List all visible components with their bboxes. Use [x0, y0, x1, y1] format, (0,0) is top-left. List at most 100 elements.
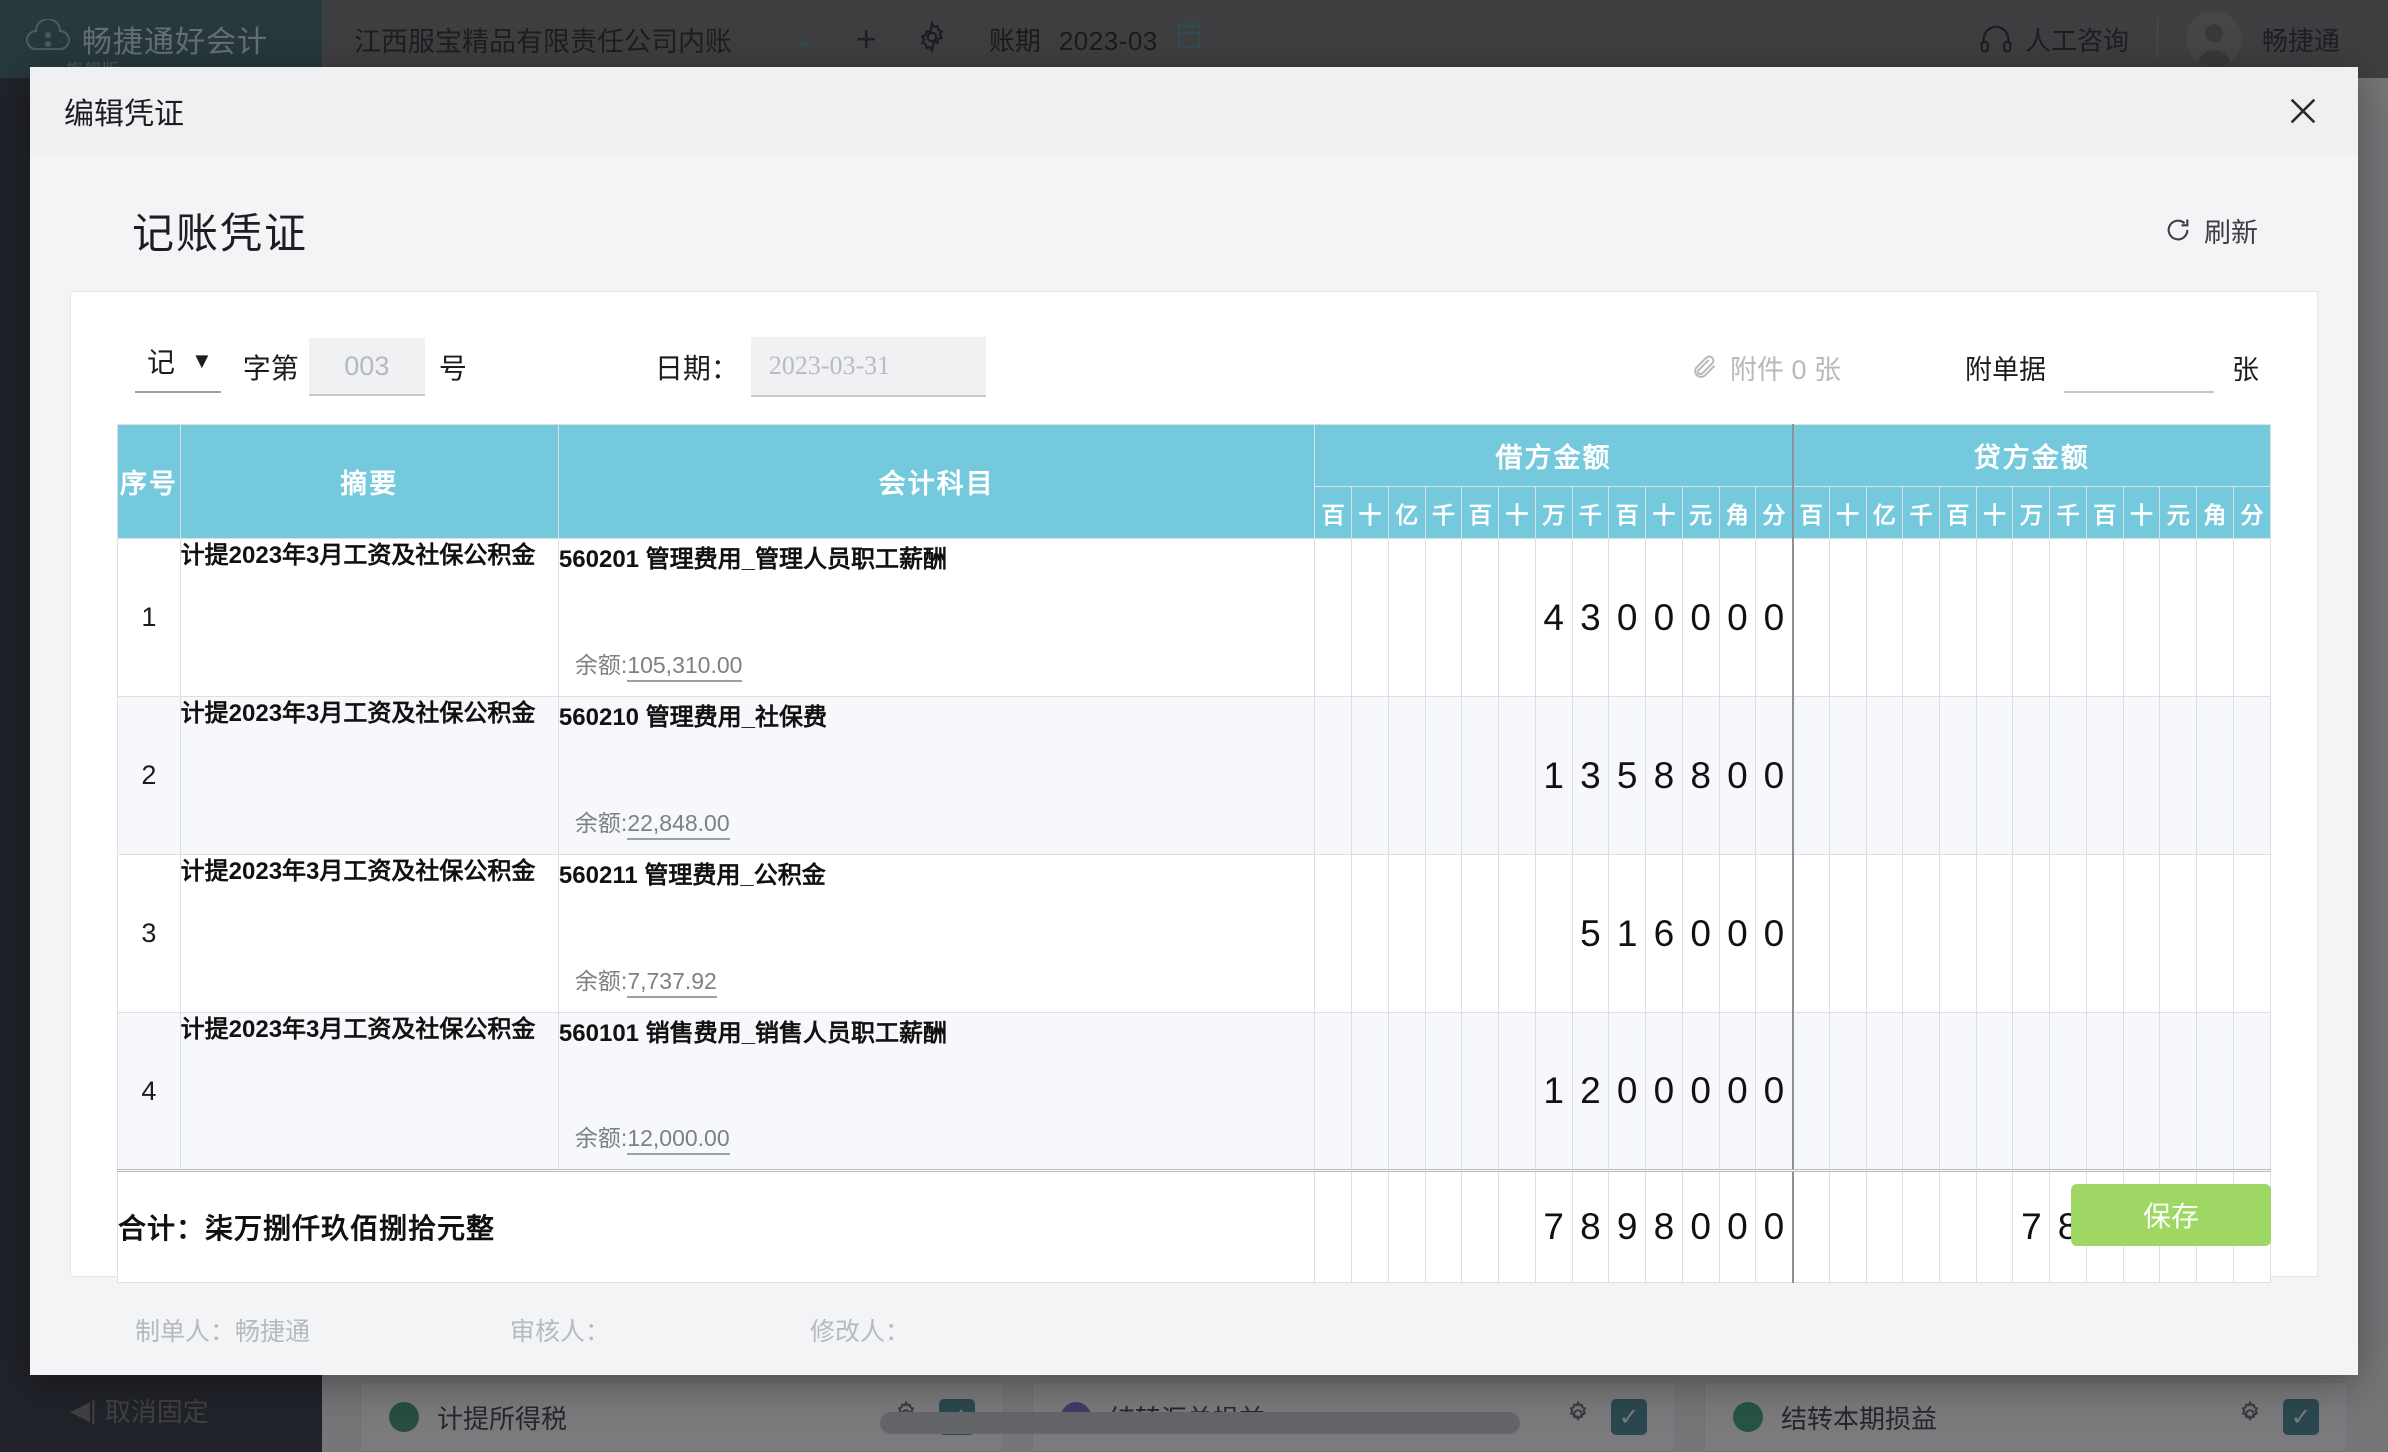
amount-digit-cell[interactable] — [1975, 1012, 2014, 1171]
amount-digit-cell[interactable]: 0 — [1718, 1169, 1757, 1283]
amount-digit-cell[interactable] — [2122, 538, 2161, 697]
amount-digit-cell[interactable]: 0 — [1755, 1012, 1794, 1171]
refresh-button[interactable]: 刷新 — [2164, 211, 2298, 250]
amount-digit-cell[interactable] — [2085, 1012, 2124, 1171]
table-row[interactable]: 3 计提2023年3月工资及社保公积金 560211 管理费用_公积金 余额:7,73… — [117, 854, 2272, 1013]
amount-digit-cell[interactable]: 7 — [2012, 1169, 2051, 1283]
amount-digit-cell[interactable]: 0 — [1718, 538, 1757, 697]
amount-digit-cell[interactable]: 0 — [1681, 854, 1720, 1013]
row-abstract[interactable]: 计提2023年3月工资及社保公积金 — [179, 1012, 559, 1171]
amount-digit-cell[interactable] — [1975, 538, 2014, 697]
row-abstract[interactable]: 计提2023年3月工资及社保公积金 — [179, 854, 559, 1013]
amount-digit-cell[interactable] — [2232, 1012, 2272, 1171]
table-row[interactable]: 4 计提2023年3月工资及社保公积金 560101 销售费用_销售人员职工薪酬 余额… — [117, 1012, 2272, 1171]
amount-digit-cell[interactable] — [1498, 1012, 1536, 1171]
amount-digit-cell[interactable] — [1939, 1169, 1977, 1283]
amount-digit-cell[interactable]: 1 — [1608, 854, 1647, 1013]
amount-digit-cell[interactable] — [2049, 696, 2087, 855]
voucher-kind-select[interactable]: 记 ▼ — [135, 341, 221, 393]
amount-digit-cell[interactable] — [1498, 854, 1536, 1013]
amount-digit-cell[interactable] — [2196, 696, 2234, 855]
amount-digit-cell[interactable] — [2159, 696, 2198, 855]
amount-digit-cell[interactable] — [2122, 854, 2161, 1013]
amount-digit-cell[interactable]: 7 — [1534, 1169, 1573, 1283]
amount-digit-cell[interactable] — [1865, 1012, 1904, 1171]
receipt-input[interactable] — [2064, 341, 2214, 393]
amount-digit-cell[interactable] — [1498, 696, 1536, 855]
amount-digit-cell[interactable] — [1534, 854, 1573, 1013]
amount-digit-cell[interactable] — [1461, 696, 1500, 855]
row-subject[interactable]: 560201 管理费用_管理人员职工薪酬 余额:105,310.00 — [557, 538, 1316, 697]
amount-digit-cell[interactable] — [2012, 854, 2051, 1013]
amount-digit-cell[interactable]: 0 — [1681, 1169, 1720, 1283]
amount-digit-cell[interactable]: 0 — [1718, 854, 1757, 1013]
row-subject[interactable]: 560101 销售费用_销售人员职工薪酬 余额:12,000.00 — [557, 1012, 1316, 1171]
amount-digit-cell[interactable] — [1791, 854, 1830, 1013]
amount-digit-cell[interactable] — [1902, 696, 1941, 855]
amount-digit-cell[interactable] — [1498, 1169, 1536, 1283]
amount-digit-cell[interactable]: 0 — [1718, 1012, 1757, 1171]
amount-digit-cell[interactable]: 0 — [1755, 854, 1794, 1013]
amount-digit-cell[interactable] — [1939, 696, 1977, 855]
amount-digit-cell[interactable]: 0 — [1718, 696, 1757, 855]
amount-digit-cell[interactable] — [1461, 1169, 1500, 1283]
amount-digit-cell[interactable] — [1828, 538, 1867, 697]
amount-digit-cell[interactable] — [1828, 1012, 1867, 1171]
amount-digit-cell[interactable] — [1939, 854, 1977, 1013]
amount-digit-cell[interactable]: 0 — [1608, 1012, 1647, 1171]
amount-digit-cell[interactable] — [2085, 696, 2124, 855]
amount-digit-cell[interactable] — [2232, 538, 2272, 697]
voucher-number-input[interactable]: 003 — [308, 338, 425, 396]
amount-digit-cell[interactable] — [2159, 538, 2198, 697]
amount-digit-cell[interactable] — [1424, 854, 1463, 1013]
amount-digit-cell[interactable]: 8 — [1571, 1169, 1610, 1283]
amount-digit-cell[interactable] — [1791, 1169, 1830, 1283]
row-subject[interactable]: 560211 管理费用_公积金 余额:7,737.92 — [557, 854, 1316, 1013]
amount-digit-cell[interactable]: 0 — [1755, 538, 1794, 697]
amount-digit-cell[interactable] — [1351, 854, 1389, 1013]
amount-digit-cell[interactable] — [2196, 1012, 2234, 1171]
amount-digit-cell[interactable]: 8 — [1645, 1169, 1683, 1283]
amount-digit-cell[interactable]: 0 — [1755, 696, 1794, 855]
amount-digit-cell[interactable] — [2085, 538, 2124, 697]
amount-digit-cell[interactable]: 8 — [1681, 696, 1720, 855]
amount-digit-cell[interactable] — [1939, 1012, 1977, 1171]
amount-digit-cell[interactable] — [1975, 1169, 2014, 1283]
amount-digit-cell[interactable] — [1791, 1012, 1830, 1171]
amount-digit-cell[interactable]: 1 — [1534, 696, 1573, 855]
amount-digit-cell[interactable]: 6 — [1645, 854, 1683, 1013]
amount-digit-cell[interactable] — [1865, 854, 1904, 1013]
amount-digit-cell[interactable] — [1865, 696, 1904, 855]
amount-digit-cell[interactable] — [1387, 538, 1426, 697]
amount-digit-cell[interactable] — [1387, 696, 1426, 855]
close-icon[interactable] — [2280, 88, 2326, 134]
amount-digit-cell[interactable] — [1351, 538, 1389, 697]
amount-digit-cell[interactable] — [2049, 1012, 2087, 1171]
amount-digit-cell[interactable] — [2122, 696, 2161, 855]
amount-digit-cell[interactable] — [1865, 1169, 1904, 1283]
amount-digit-cell[interactable] — [1461, 538, 1500, 697]
amount-digit-cell[interactable] — [1461, 1012, 1500, 1171]
amount-digit-cell[interactable]: 0 — [1645, 1012, 1683, 1171]
amount-digit-cell[interactable]: 1 — [1534, 1012, 1573, 1171]
voucher-date-input[interactable]: 2023-03-31 — [750, 337, 986, 397]
amount-digit-cell[interactable] — [2196, 854, 2234, 1013]
amount-digit-cell[interactable] — [2049, 538, 2087, 697]
amount-digit-cell[interactable]: 0 — [1681, 538, 1720, 697]
amount-digit-cell[interactable] — [1975, 696, 2014, 855]
amount-digit-cell[interactable] — [1351, 696, 1389, 855]
amount-digit-cell[interactable] — [2012, 1012, 2051, 1171]
amount-digit-cell[interactable] — [1902, 1012, 1941, 1171]
amount-digit-cell[interactable] — [1828, 696, 1867, 855]
amount-digit-cell[interactable] — [1791, 538, 1830, 697]
amount-digit-cell[interactable] — [2232, 696, 2272, 855]
amount-digit-cell[interactable] — [1902, 854, 1941, 1013]
row-abstract[interactable]: 计提2023年3月工资及社保公积金 — [179, 538, 559, 697]
amount-digit-cell[interactable]: 0 — [1755, 1169, 1794, 1283]
amount-digit-cell[interactable] — [1387, 1169, 1426, 1283]
table-row[interactable]: 2 计提2023年3月工资及社保公积金 560210 管理费用_社保费 余额:22,8… — [117, 696, 2272, 855]
amount-digit-cell[interactable] — [2159, 1012, 2198, 1171]
amount-digit-cell[interactable] — [2012, 538, 2051, 697]
amount-digit-cell[interactable] — [1498, 538, 1536, 697]
amount-digit-cell[interactable]: 0 — [1681, 1012, 1720, 1171]
